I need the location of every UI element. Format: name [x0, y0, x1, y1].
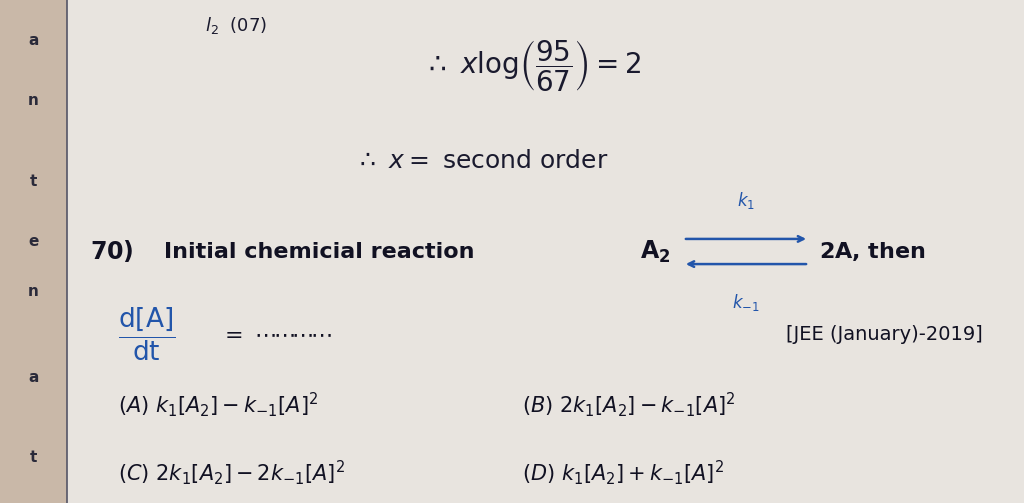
Text: $(A)\ k_1[A_2] - k_{-1}[A]^2$: $(A)\ k_1[A_2] - k_{-1}[A]^2$: [118, 390, 318, 420]
Text: $\mathbf{A_2}$: $\mathbf{A_2}$: [640, 238, 671, 265]
Text: $k_{-1}$: $k_{-1}$: [732, 292, 760, 313]
Text: n: n: [28, 93, 39, 108]
Text: $(D)\ k_1[A_2] + k_{-1}[A]^2$: $(D)\ k_1[A_2] + k_{-1}[A]^2$: [522, 458, 724, 487]
Text: $k_1$: $k_1$: [737, 190, 755, 211]
Text: n: n: [28, 284, 39, 299]
Text: $=\ \cdots\!\cdots\!\cdots\!\cdots$: $=\ \cdots\!\cdots\!\cdots\!\cdots$: [220, 324, 333, 345]
Bar: [0, 0, 67, 503]
Text: [JEE (January)-2019]: [JEE (January)-2019]: [786, 325, 983, 344]
Text: a: a: [28, 33, 39, 48]
Text: $\dfrac{\mathrm{d[A]}}{\mathrm{dt}}$: $\dfrac{\mathrm{d[A]}}{\mathrm{dt}}$: [118, 306, 175, 363]
Text: $\therefore\ x =$ second order: $\therefore\ x =$ second order: [354, 149, 608, 173]
Text: $(B)\ 2k_1[A_2] - k_{-1}[A]^2$: $(B)\ 2k_1[A_2] - k_{-1}[A]^2$: [522, 390, 736, 420]
Text: $l_2$  $(07)$: $l_2$ $(07)$: [205, 15, 267, 36]
Text: a: a: [28, 370, 39, 385]
Text: e: e: [28, 234, 39, 249]
Text: $(C)\ 2k_1[A_2] - 2k_{-1}[A]^2$: $(C)\ 2k_1[A_2] - 2k_{-1}[A]^2$: [118, 458, 345, 487]
Text: $\therefore\ x\log\!\left(\dfrac{95}{67}\right) = 2$: $\therefore\ x\log\!\left(\dfrac{95}{67}…: [423, 38, 642, 93]
Text: $\mathbf{2A}$, then: $\mathbf{2A}$, then: [819, 240, 926, 263]
Text: $\mathbf{70)}$: $\mathbf{70)}$: [90, 238, 134, 265]
Text: Initial chemicial reaction: Initial chemicial reaction: [164, 241, 474, 262]
Text: t: t: [30, 450, 37, 465]
Text: t: t: [30, 174, 37, 189]
